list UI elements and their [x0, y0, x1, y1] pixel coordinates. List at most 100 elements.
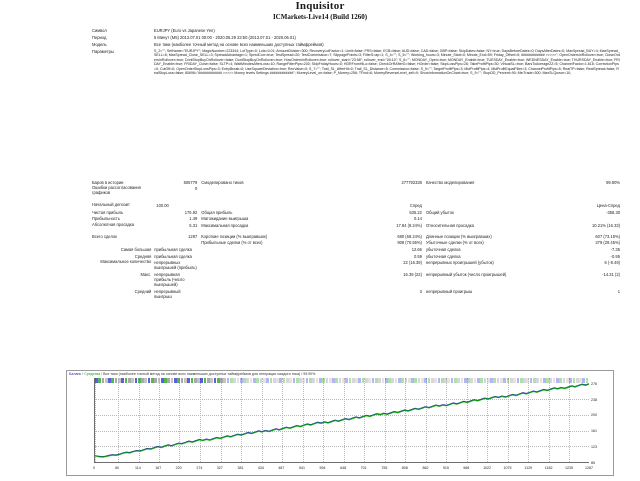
- stats-row-profitfactor: Прибыльность 1.49 Матожидание выигрыша 0…: [92, 216, 620, 223]
- chart-trade-bar: [559, 378, 563, 383]
- rel-drawdown-value: 10.21% (16.33): [592, 222, 620, 228]
- chart-x-tick: 755: [381, 466, 388, 470]
- chart-gridline-v: [425, 378, 427, 462]
- chart-trade-bar: [180, 378, 184, 383]
- period-value: 5 Минут (M5) 2013.07.01 00:00 - 2020.05.…: [154, 34, 296, 40]
- stats-row-deposit: Начальный депозит 100.00 Спред Цена-Спре…: [92, 203, 620, 210]
- chart-x-tick: 0: [93, 466, 95, 470]
- chart-trade-bar: [230, 378, 233, 383]
- chart-trade-bar: [457, 378, 460, 383]
- chart-x-tick: 274: [196, 466, 203, 470]
- chart-trade-bar: [384, 378, 388, 383]
- chart-trade-bar: [348, 378, 352, 383]
- abs-drawdown-value: 5.31: [189, 222, 198, 228]
- short-positions-label: Короткие позиции (% выигравших): [201, 233, 268, 239]
- chart-trade-bar: [345, 378, 348, 383]
- chart-gridline-v: [548, 378, 550, 462]
- stats-row-average: Средняя прибыльная сделка 0.59 убыточная…: [92, 253, 620, 260]
- chart-trade-bar: [549, 378, 553, 383]
- chart-gridline-h: [95, 462, 589, 463]
- chart-trade-bar: [361, 378, 365, 383]
- chart-trade-bar: [276, 378, 279, 383]
- chart-trade-bar: [473, 378, 477, 383]
- parameters-label: Параметры: [92, 48, 114, 54]
- rel-drawdown-label: Относительная просадка: [425, 222, 474, 228]
- chart-x-tick: 701: [360, 466, 367, 470]
- chart-trade-bar: [282, 378, 286, 383]
- chart-trade-bar: [480, 378, 484, 383]
- bars-value: 506779: [183, 179, 198, 185]
- chart-x-tick: 60: [115, 466, 120, 470]
- chart-trade-bar: [318, 378, 322, 383]
- chart-trade-bar: [286, 378, 289, 383]
- stats-row-errors: Ошибки рассогласования графиков 0: [92, 186, 620, 197]
- chart-trade-bar: [101, 378, 105, 383]
- chart-trade-bar: [210, 378, 213, 383]
- chart-x-tick: 1075: [503, 466, 512, 470]
- chart-trade-bar: [289, 378, 292, 383]
- chart-trade-bar: [328, 378, 332, 383]
- chart-gridline-h: [95, 399, 589, 401]
- avg-cons-losses-label: непрерывный проигрыш: [425, 288, 473, 294]
- chart-trade-bar: [533, 378, 536, 383]
- chart-trade-bar: [174, 378, 177, 383]
- chart-series-equity: [95, 384, 589, 457]
- ticks-label: Смоделировано тиков: [201, 179, 244, 185]
- chart-trade-bar: [539, 378, 543, 383]
- largest-profit-value: 12.66: [411, 247, 422, 253]
- chart-trade-bar: [332, 378, 335, 383]
- chart-trade-bar: [299, 378, 302, 383]
- chart-trade-bar: [536, 378, 539, 383]
- stats-row-total-trades: Всего сделок 1287 Короткие позиции (% вы…: [92, 233, 620, 240]
- period-label: Период: [92, 34, 107, 40]
- stats-row-win-loss: Прибыльные сделки (% от всех) 908 (70.55…: [92, 240, 620, 247]
- chart-trade-bar: [134, 378, 138, 383]
- avg-cons-wins-label: непрерывный выигрыш: [154, 288, 181, 300]
- chart-trade-bar: [312, 378, 316, 383]
- errors-value: 0: [194, 186, 198, 192]
- chart-trade-bar: [470, 378, 474, 383]
- chart-trade-bar: [302, 378, 306, 383]
- chart-x-tick: 808: [401, 466, 408, 470]
- abs-drawdown-label: Абсолютная просадка: [92, 221, 135, 227]
- symbol-label: Символ: [92, 28, 107, 33]
- total-trades-label: Всего сделок: [92, 233, 117, 239]
- max-cons-losses-label: непрерывных проигрышей (убыток): [425, 260, 494, 266]
- chart-trade-bar: [463, 378, 467, 383]
- chart-trade-bar: [259, 378, 263, 383]
- chart-legend: Баланс / Средства / Все тики (наиболее т…: [69, 371, 315, 378]
- chart-trade-bar: [401, 378, 404, 383]
- deposit-label: Начальный депозит: [92, 202, 130, 208]
- chart-trade-bar: [111, 378, 115, 383]
- chart-trade-bar: [226, 378, 230, 383]
- chart-trade-bar: [542, 378, 546, 383]
- chart-trade-bar: [150, 378, 154, 383]
- chart-x-tick: 915: [442, 466, 449, 470]
- quality-label: Качество моделирования: [425, 179, 475, 185]
- chart-gridline-v: [446, 378, 448, 462]
- chart-trade-bar: [516, 378, 520, 383]
- chart-trade-bar: [206, 378, 210, 383]
- max-drawdown-label: Максимальная просадка: [201, 222, 249, 228]
- chart-trade-bar: [513, 378, 516, 383]
- chart-trade-bar: [144, 378, 148, 383]
- chart-trade-bar: [342, 378, 345, 383]
- chart-trade-bar: [127, 378, 131, 383]
- chart-trade-bar: [295, 378, 299, 383]
- chart-x-tick: 1182: [544, 466, 553, 470]
- chart-trade-bar: [523, 378, 526, 383]
- chart-trade-bar: [450, 378, 454, 383]
- chart-x-tick: 1287: [585, 466, 593, 470]
- chart-trade-bar: [183, 378, 187, 383]
- chart-trade-bar: [239, 378, 243, 383]
- max-cons-loss-value: -14.31 (2): [602, 271, 620, 277]
- chart-trade-bar: [391, 378, 395, 383]
- chart-gridline-v: [281, 378, 283, 462]
- chart-trade-bar: [378, 378, 381, 383]
- chart-trade-bar: [108, 378, 111, 383]
- chart-gridline-v: [138, 378, 140, 462]
- chart-trade-bar: [292, 378, 296, 383]
- chart-trade-bar: [500, 378, 503, 383]
- info-row-parameters: Параметры S_2=""; SetName="EURJPY"; Magi…: [92, 49, 620, 77]
